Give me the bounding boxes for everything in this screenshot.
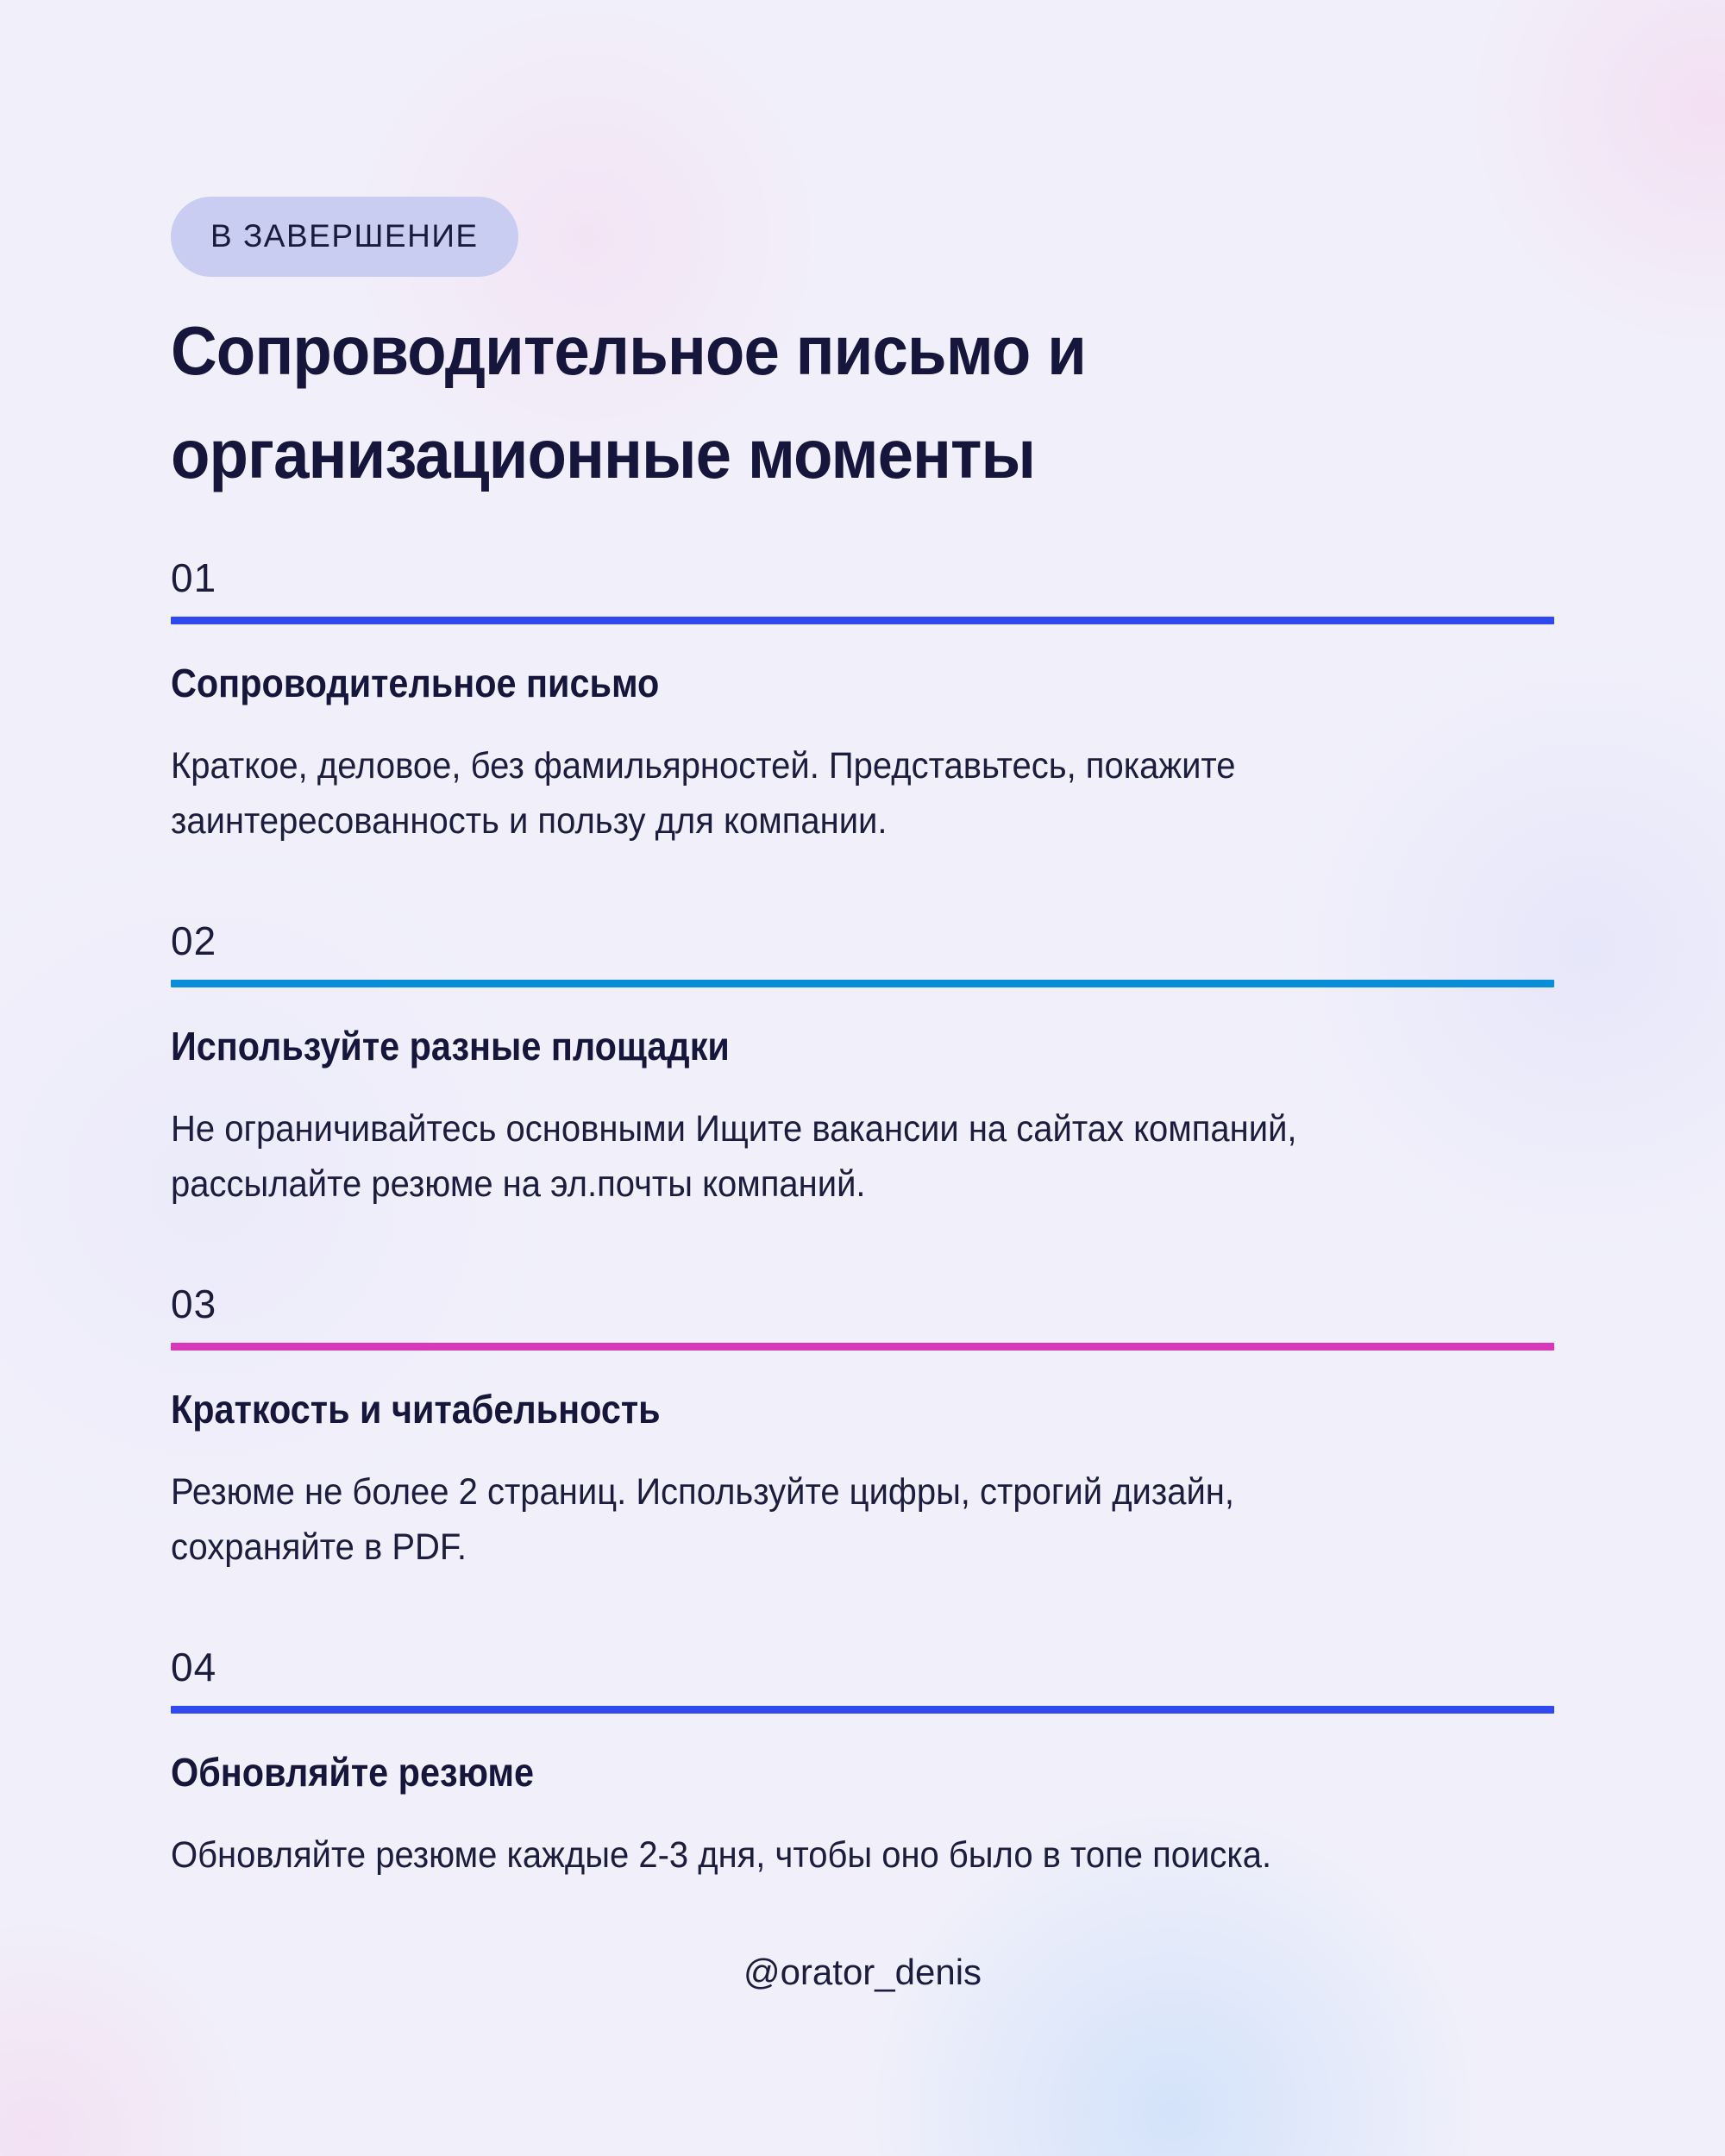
tip-section: 02 Используйте разные площадки Не ограни… [171, 918, 1554, 1212]
tip-body: Не ограничивайтесь основными Ищите вакан… [171, 1107, 1297, 1205]
tip-heading: Используйте разные площадки [171, 1023, 730, 1069]
tip-body: Краткое, деловое, без фамильярностей. Пр… [171, 744, 1236, 842]
tip-section: 03 Краткость и читабельность Резюме не б… [171, 1281, 1554, 1575]
tip-number: 03 [171, 1281, 217, 1326]
tip-number: 01 [171, 555, 217, 600]
tip-section: 01 Сопроводительное письмо Краткое, дело… [171, 555, 1554, 849]
page-title: Сопроводительное письмо и организационны… [171, 311, 1087, 492]
tip-body: Резюме не более 2 страниц. Используйте ц… [171, 1470, 1234, 1568]
tips-list: 01 Сопроводительное письмо Краткое, дело… [171, 555, 1554, 1883]
tip-heading: Сопроводительное письмо [171, 660, 660, 705]
tip-divider [171, 616, 1554, 624]
tip-heading: Обновляйте резюме [171, 1749, 535, 1795]
tip-number: 02 [171, 918, 217, 963]
tip-number: 04 [171, 1644, 217, 1689]
tip-heading: Краткость и читабельность [171, 1386, 661, 1432]
tip-divider [171, 979, 1554, 987]
status-badge: В ЗАВЕРШЕНИЕ [171, 197, 518, 277]
tip-divider [171, 1705, 1554, 1714]
tip-body: Обновляйте резюме каждые 2-3 дня, чтобы … [171, 1833, 1272, 1876]
tip-divider [171, 1342, 1554, 1351]
tip-section: 04 Обновляйте резюме Обновляйте резюме к… [171, 1644, 1554, 1883]
footer-handle: @orator_denis [743, 1951, 982, 1992]
